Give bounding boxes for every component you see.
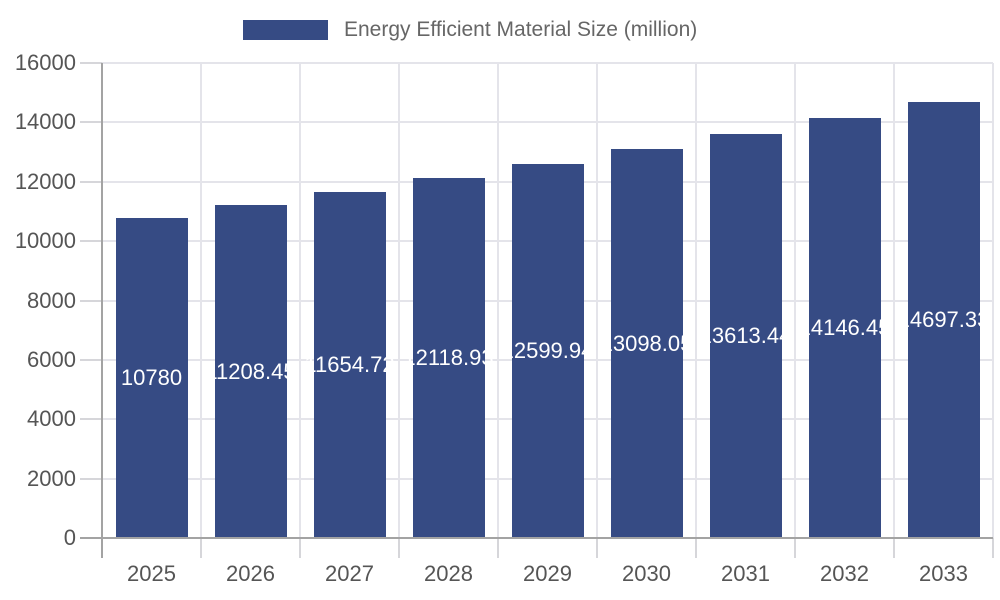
bar-2028[interactable]: 12118.93 xyxy=(403,178,494,538)
x-tick-label: 2026 xyxy=(226,561,275,586)
y-tick-label: 0 xyxy=(63,525,76,550)
y-tick-label: 12000 xyxy=(14,168,76,194)
bar-value-label: 11208.45 xyxy=(205,358,296,384)
bar-value-label: 14697.33 xyxy=(897,306,990,332)
y-tick-label: 8000 xyxy=(27,287,76,313)
x-axis-tick xyxy=(200,538,202,558)
x-tick-label: 2030 xyxy=(622,561,671,586)
y-axis-tick xyxy=(80,477,102,480)
bar-value-label: 13098.05 xyxy=(600,330,693,356)
x-tick-label: 2025 xyxy=(127,561,176,586)
x-axis-tick xyxy=(893,538,895,558)
y-axis-tick xyxy=(80,299,102,302)
x-gridline xyxy=(893,63,895,538)
bar-value-label: 12599.94 xyxy=(501,337,594,363)
x-axis-tick xyxy=(794,538,796,558)
bar-2029[interactable]: 12599.94 xyxy=(502,163,593,538)
x-gridline xyxy=(794,63,796,538)
x-gridline xyxy=(398,63,400,538)
x-tick-label: 2031 xyxy=(721,561,770,586)
bar-value-label: 14146.45 xyxy=(798,315,891,340)
bar-2032[interactable]: 14146.45 xyxy=(799,118,890,538)
bar-2031[interactable]: 13613.44 xyxy=(700,133,791,538)
x-axis-tick xyxy=(299,538,301,558)
y-axis-tick xyxy=(80,358,102,361)
y-axis-tick xyxy=(80,62,102,64)
y-axis-tick xyxy=(80,121,102,124)
x-gridline xyxy=(299,63,301,538)
y-axis-tick xyxy=(80,180,102,183)
y-axis-tick xyxy=(80,240,102,243)
y-gridline xyxy=(102,62,993,64)
x-gridline xyxy=(992,63,994,538)
bar-2025[interactable]: 10780 xyxy=(115,217,188,538)
bar-2033[interactable]: 14697.33 xyxy=(898,101,989,538)
x-axis-tick xyxy=(497,538,499,558)
y-tick-label: 14000 xyxy=(14,109,76,135)
y-tick-label: 4000 xyxy=(27,406,76,432)
y-axis-tick xyxy=(80,418,102,421)
x-tick-label: 2032 xyxy=(820,561,869,586)
x-tick-label: 2027 xyxy=(325,561,374,586)
bar-value-label: 13613.44 xyxy=(699,322,792,348)
x-tick-label: 2028 xyxy=(424,561,473,586)
x-gridline xyxy=(200,63,202,538)
legend-item[interactable]: Energy Efficient Material Size (million) xyxy=(243,17,697,43)
x-gridline xyxy=(596,63,598,538)
y-tick-label: 10000 xyxy=(14,228,76,254)
y-gridline xyxy=(102,121,993,124)
x-axis-tick xyxy=(398,538,400,558)
x-axis-tick xyxy=(992,538,994,558)
y-tick-label: 2000 xyxy=(27,465,76,491)
bar-2030[interactable]: 13098.05 xyxy=(601,149,692,538)
x-axis-tick xyxy=(695,538,697,558)
y-tick-label: 16000 xyxy=(14,50,76,75)
x-axis-tick xyxy=(596,538,598,558)
y-tick-label: 6000 xyxy=(27,346,76,372)
y-axis-line xyxy=(101,63,103,558)
x-tick-label: 2029 xyxy=(523,561,572,586)
x-gridline xyxy=(695,63,697,538)
legend-label: Energy Efficient Material Size (million) xyxy=(344,18,698,41)
bar-2027[interactable]: 11654.72 xyxy=(304,192,395,538)
bar-value-label: 12118.93 xyxy=(403,345,494,371)
legend-swatch xyxy=(243,20,328,40)
x-gridline xyxy=(497,63,499,538)
bar-value-label: 11654.72 xyxy=(304,351,395,377)
x-tick-label: 2033 xyxy=(919,561,968,586)
bar-2026[interactable]: 11208.45 xyxy=(205,205,296,538)
x-axis-line xyxy=(80,537,993,539)
bar-value-label: 10780 xyxy=(120,364,183,390)
